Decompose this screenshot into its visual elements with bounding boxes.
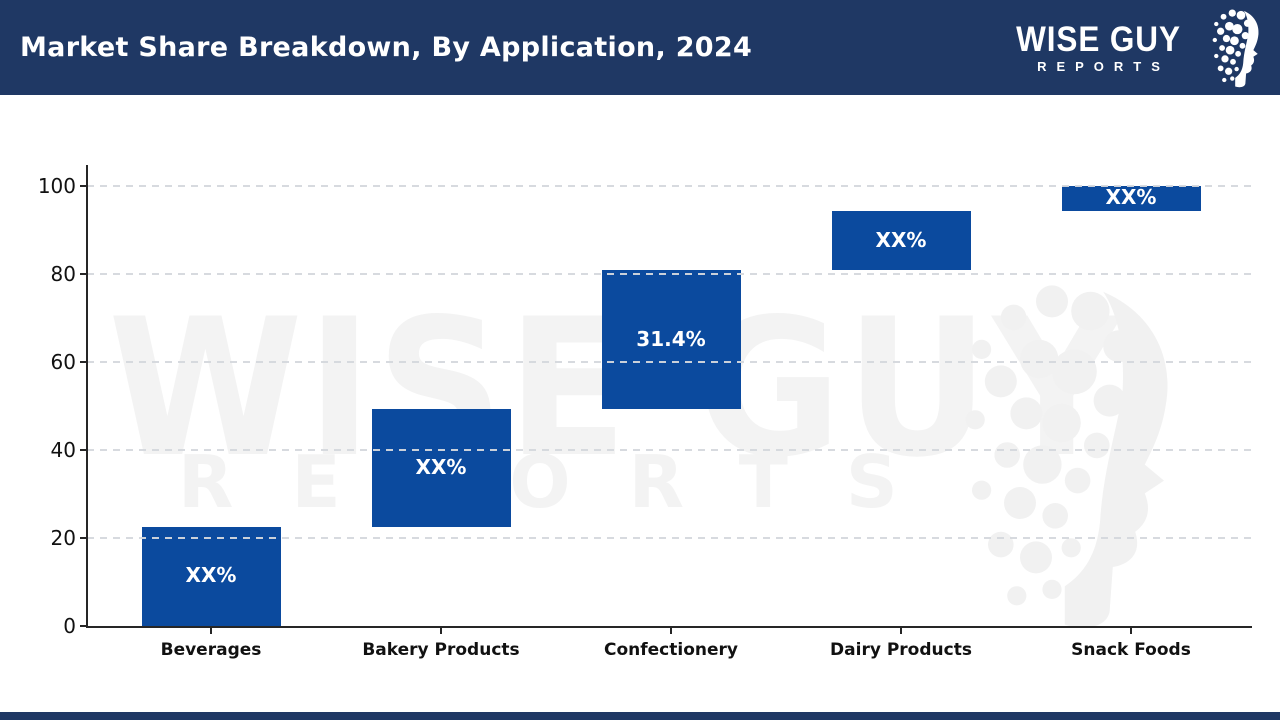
x-tick-label: Beverages xyxy=(160,640,262,660)
x-tick-label: Confectionery xyxy=(604,640,738,660)
watermark-face-icon xyxy=(965,285,1168,628)
bar-confectionery xyxy=(601,270,741,409)
gridline-80 xyxy=(87,273,1252,275)
x-tick-label: Snack Foods xyxy=(1071,640,1191,660)
page-title: Market Share Breakdown, By Application, … xyxy=(20,32,753,63)
x-tickmark xyxy=(1130,627,1132,634)
chart-canvas: WISE GUY REPORTS 0 20 40 60 80 100 XX% Beverage… xyxy=(0,95,1280,712)
bar-label: XX% xyxy=(1105,185,1157,210)
y-tickmark-40 xyxy=(80,449,87,451)
logo-wordmark: WISE GUY xyxy=(1016,20,1181,59)
bar-bakery-products xyxy=(371,408,511,527)
x-tickmark xyxy=(670,627,672,634)
x-tick-label: Bakery Products xyxy=(362,640,520,660)
y-tickmark-100 xyxy=(80,185,87,187)
bar-label: XX% xyxy=(415,454,467,479)
y-tick-label: 100 xyxy=(37,174,76,198)
y-tickmark-20 xyxy=(80,537,87,539)
bar-dairy-products xyxy=(831,210,971,271)
header-band: Market Share Breakdown, By Application, … xyxy=(0,0,1280,95)
y-tick-label: 40 xyxy=(50,438,76,462)
bar-label: XX% xyxy=(875,227,927,252)
y-axis xyxy=(86,165,88,628)
y-tickmark-80 xyxy=(80,273,87,275)
bar-snack-foods xyxy=(1061,186,1201,211)
gridline-20 xyxy=(87,537,1252,539)
logo-subtitle: REPORTS xyxy=(1037,59,1170,74)
wise-guy-reports-logo: WISE GUY REPORTS xyxy=(1007,8,1266,88)
y-tick-label: 0 xyxy=(63,614,76,638)
y-tickmark-0 xyxy=(80,625,87,627)
bar-label: 31.4% xyxy=(636,326,706,351)
bar-beverages xyxy=(141,526,281,626)
logo-text: WISE GUY REPORTS xyxy=(1007,20,1190,75)
logo-face-icon xyxy=(1212,9,1259,88)
x-tick-label: Dairy Products xyxy=(830,640,972,660)
x-tickmark xyxy=(440,627,442,634)
gridline-40 xyxy=(87,449,1252,451)
bar-label: XX% xyxy=(185,563,237,588)
x-tickmark xyxy=(210,627,212,634)
x-axis xyxy=(86,626,1252,628)
y-tick-label: 20 xyxy=(50,526,76,550)
y-tickmark-60 xyxy=(80,361,87,363)
gridline-60 xyxy=(87,361,1252,363)
gridline-100 xyxy=(87,185,1252,187)
footer-band xyxy=(0,712,1280,720)
y-tick-label: 80 xyxy=(50,262,76,286)
watermark-subtitle: REPORTS xyxy=(178,440,956,524)
y-tick-label: 60 xyxy=(50,350,76,374)
x-tickmark xyxy=(900,627,902,634)
